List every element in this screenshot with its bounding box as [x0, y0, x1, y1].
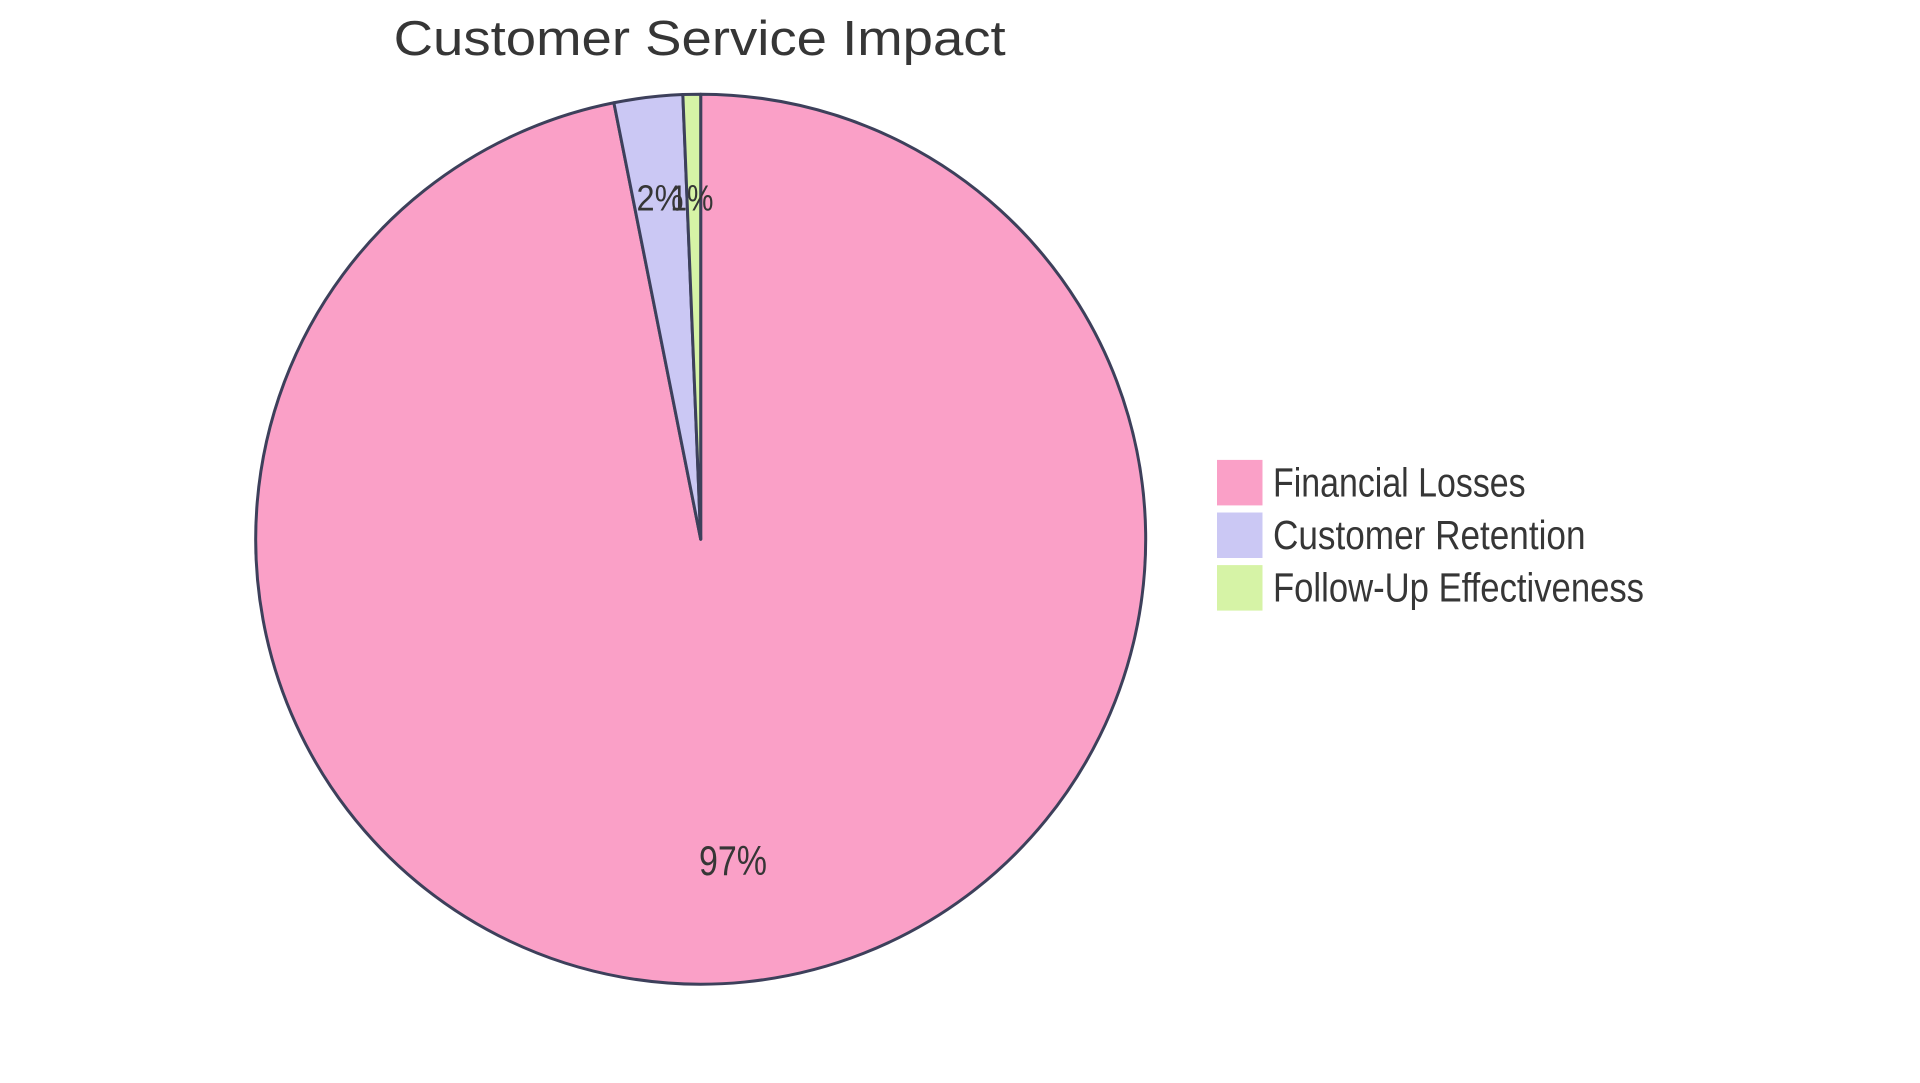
svg-text:1%: 1% [671, 178, 714, 219]
svg-text:Customer Retention: Customer Retention [1273, 512, 1586, 558]
svg-text:97%: 97% [699, 837, 767, 884]
svg-text:Follow-Up Effectiveness: Follow-Up Effectiveness [1273, 565, 1644, 611]
svg-text:2%: 2% [637, 178, 684, 219]
svg-text:Customer Service Impact: Customer Service Impact [394, 12, 1006, 66]
svg-text:Financial Losses: Financial Losses [1273, 459, 1526, 505]
